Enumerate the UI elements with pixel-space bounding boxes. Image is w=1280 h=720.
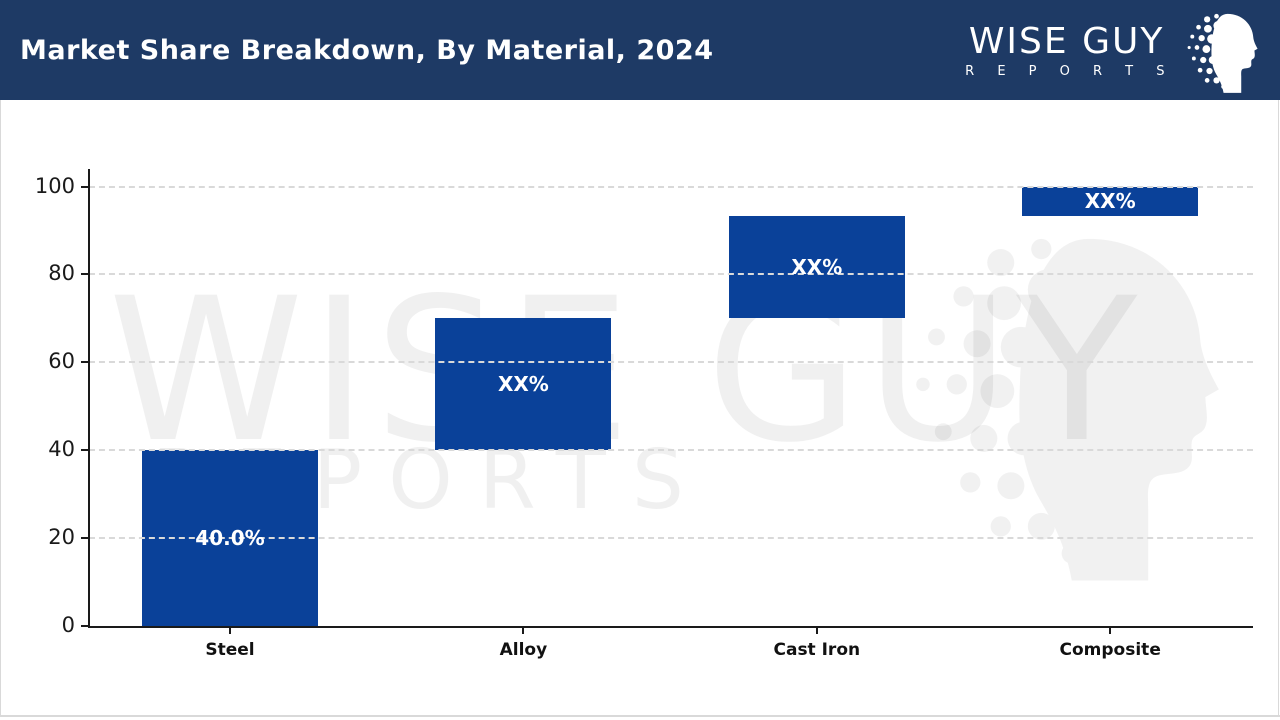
y-axis-line <box>88 169 90 628</box>
brand-name: WISE GUY <box>968 21 1165 62</box>
brand-head-icon <box>1187 13 1258 93</box>
page-left-border <box>0 100 1 716</box>
category-label-steel: Steel <box>205 640 255 660</box>
x-axis-line <box>88 626 1253 628</box>
brand-logo-text: WISE GUY R E P O R T S <box>959 21 1174 80</box>
y-tick-40 <box>81 449 89 452</box>
gridline-20 <box>89 537 1253 540</box>
x-tick-0 <box>229 626 231 634</box>
bar-composite <box>1022 186 1199 216</box>
bar-value-label: XX% <box>1084 189 1136 214</box>
gridline-40 <box>89 449 1253 452</box>
y-tick-label-20: 20 <box>48 525 75 550</box>
y-tick-60 <box>81 361 89 364</box>
y-tick-label-60: 60 <box>48 349 75 374</box>
y-tick-label-100: 100 <box>34 173 75 198</box>
y-tick-100 <box>81 185 89 188</box>
category-label-composite: Composite <box>1059 640 1161 660</box>
x-tick-1 <box>522 626 525 634</box>
page-bottom-border <box>0 715 1280 717</box>
bar-value-label: XX% <box>791 255 843 280</box>
y-tick-label-40: 40 <box>48 437 75 462</box>
y-tick-0 <box>81 625 89 627</box>
y-tick-20 <box>81 537 89 540</box>
chart-title: Market Share Breakdown, By Material, 202… <box>20 34 714 66</box>
gridline-100 <box>89 185 1253 188</box>
brand-subname: R E P O R T S <box>965 64 1174 79</box>
gridline-80 <box>89 273 1253 276</box>
page-right-border <box>1278 100 1279 716</box>
bar-cast-iron <box>728 215 905 319</box>
category-label-alloy: Alloy <box>499 640 548 660</box>
y-tick-label-0: 0 <box>61 613 75 637</box>
gridline-60 <box>89 361 1253 364</box>
y-tick-80 <box>81 273 89 276</box>
category-label-cast-iron: Cast Iron <box>773 640 861 660</box>
brand-logo: WISE GUY R E P O R T S <box>965 6 1272 96</box>
bar-value-label: XX% <box>497 372 549 397</box>
x-tick-2 <box>815 626 818 634</box>
y-tick-label-80: 80 <box>48 261 75 286</box>
header-bar: Market Share Breakdown, By Material, 202… <box>0 0 1280 100</box>
bar-alloy <box>435 318 612 451</box>
bar-value-label: 40.0% <box>195 526 265 551</box>
x-tick-3 <box>1109 626 1112 634</box>
